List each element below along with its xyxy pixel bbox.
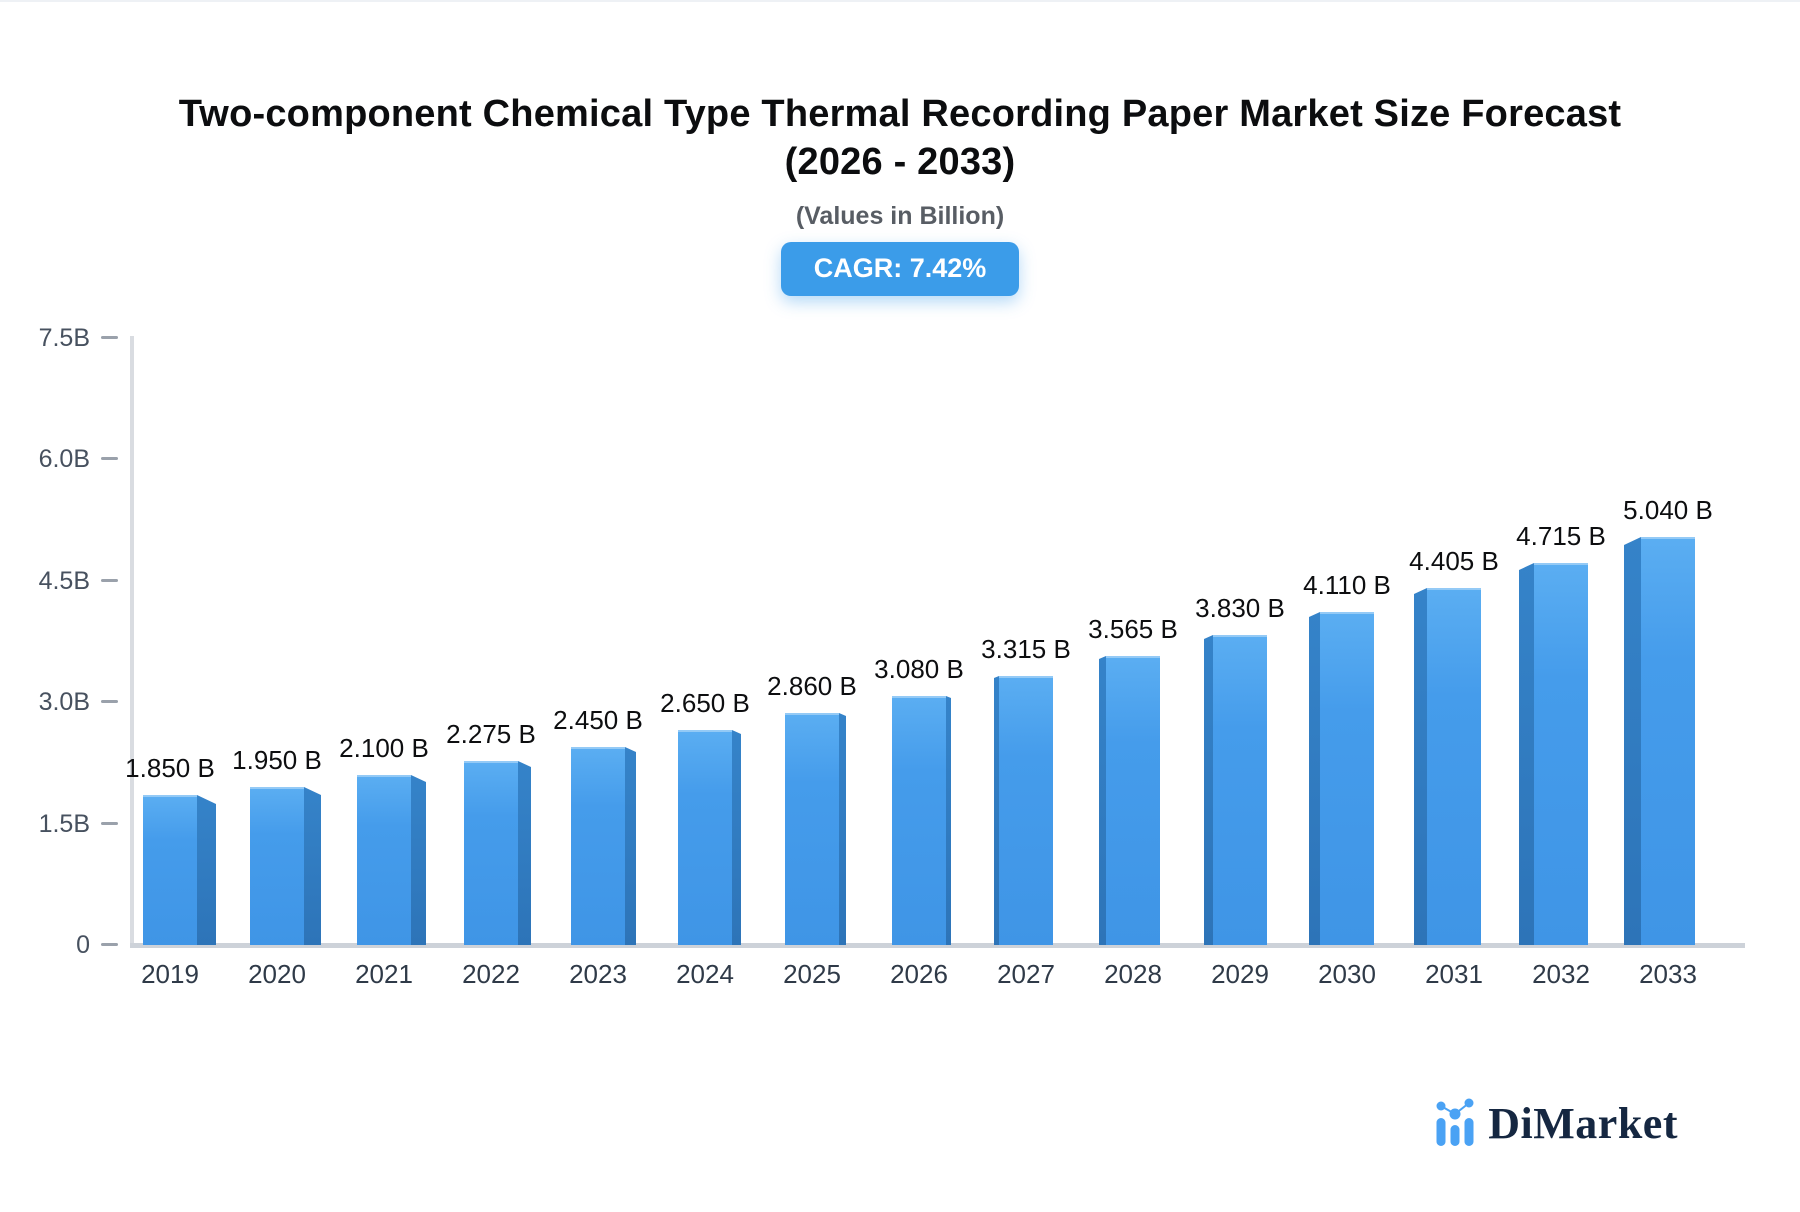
bar-side-face bbox=[197, 795, 216, 945]
bar-front-face bbox=[1320, 612, 1374, 945]
bar-value-label: 1.850 B bbox=[125, 753, 215, 783]
bar-side-face bbox=[518, 761, 531, 945]
chart-title-line1: Two-component Chemical Type Thermal Reco… bbox=[178, 93, 1622, 135]
bar-value-label: 3.565 B bbox=[1088, 614, 1178, 644]
bar-value-label: 2.275 B bbox=[446, 719, 536, 749]
bar-front-face bbox=[1213, 635, 1267, 945]
chart-header: Two-component Chemical Type Thermal Reco… bbox=[0, 90, 1800, 296]
y-tick-dash bbox=[101, 578, 118, 582]
y-tick-label: 1.5B bbox=[38, 809, 90, 838]
bar-side-face bbox=[304, 787, 321, 945]
bar-value-label: 3.080 B bbox=[874, 654, 964, 684]
y-tick-dash bbox=[101, 943, 118, 946]
dimarket-logo-text: DiMarket bbox=[1488, 1099, 1678, 1148]
x-axis-label-2028: 2028 bbox=[1104, 959, 1162, 989]
bar-side-face bbox=[1204, 635, 1213, 945]
bar-value-label: 2.860 B bbox=[767, 671, 857, 701]
x-axis-label-2021: 2021 bbox=[355, 959, 413, 989]
x-axis-label-2029: 2029 bbox=[1211, 959, 1269, 989]
bar-front-face bbox=[571, 747, 625, 945]
bar-front-face bbox=[357, 775, 411, 945]
bar-front-face bbox=[1534, 563, 1588, 945]
chart-subtitle: (Values in Billion) bbox=[795, 202, 1005, 230]
x-axis-label-2030: 2030 bbox=[1318, 959, 1376, 989]
bar-side-face bbox=[1414, 588, 1427, 945]
bar-front-face bbox=[1427, 588, 1481, 945]
bar-front-face bbox=[1106, 656, 1160, 945]
x-axis-label-2023: 2023 bbox=[569, 959, 627, 989]
x-axis-label-2031: 2031 bbox=[1425, 959, 1483, 989]
chart-title-line2: (2026 - 2033) bbox=[784, 141, 1016, 183]
bar-side-face bbox=[411, 775, 426, 945]
bar-value-label: 3.830 B bbox=[1195, 593, 1285, 623]
bar-front-face bbox=[464, 761, 518, 945]
bar-front-face bbox=[785, 713, 839, 945]
y-tick-label: 3.0B bbox=[38, 688, 90, 716]
bar-value-label: 5.040 B bbox=[1623, 495, 1713, 525]
y-tick-dash bbox=[101, 457, 118, 460]
x-axis-label-2025: 2025 bbox=[783, 959, 841, 989]
x-axis-label-2022: 2022 bbox=[462, 959, 520, 989]
cagr-badge: CAGR: 7.42% bbox=[780, 242, 1020, 296]
x-axis-label-2026: 2026 bbox=[890, 959, 948, 989]
bar-front-face bbox=[678, 730, 732, 945]
x-axis-label-2020: 2020 bbox=[248, 959, 306, 989]
x-axis-label-2024: 2024 bbox=[676, 959, 734, 989]
dimarket-logo-icon bbox=[1436, 1098, 1474, 1146]
bar-side-face bbox=[1309, 612, 1320, 945]
bar-front-face bbox=[143, 795, 197, 945]
bar-front-face bbox=[1641, 537, 1695, 945]
x-axis-label-2032: 2032 bbox=[1532, 959, 1590, 989]
bar-side-face bbox=[994, 676, 999, 945]
y-tick-dash bbox=[101, 700, 118, 703]
x-axis-label-2027: 2027 bbox=[997, 959, 1055, 989]
y-tick-label: 4.5B bbox=[38, 566, 90, 595]
bar-side-face bbox=[946, 696, 951, 945]
x-axis-label-2019: 2019 bbox=[141, 959, 199, 989]
bar-side-face bbox=[1624, 537, 1641, 945]
bar-side-face bbox=[625, 747, 636, 945]
y-tick-dash bbox=[101, 335, 118, 339]
y-tick-label: 6.0B bbox=[38, 445, 90, 473]
bar-side-face bbox=[1099, 656, 1106, 945]
bar-side-face bbox=[1519, 563, 1534, 945]
bar-value-label: 3.315 B bbox=[981, 634, 1071, 664]
dimarket-logo: DiMarket bbox=[1434, 1094, 1678, 1146]
bar-value-label: 4.110 B bbox=[1303, 570, 1391, 600]
bar-value-label: 2.650 B bbox=[660, 688, 750, 718]
y-tick-label: 7.5B bbox=[38, 323, 90, 352]
bar-side-face bbox=[839, 713, 846, 945]
bar-side-face bbox=[732, 730, 741, 945]
bar-value-label: 1.950 B bbox=[232, 745, 322, 775]
bar-front-face bbox=[892, 696, 946, 945]
y-tick-dash bbox=[101, 821, 118, 825]
bar-value-label: 2.100 B bbox=[339, 733, 429, 763]
x-axis-label-2033: 2033 bbox=[1639, 959, 1697, 989]
x-axis-baseline bbox=[130, 943, 1745, 948]
y-tick-label: 0 bbox=[76, 931, 90, 959]
bar-front-face bbox=[999, 676, 1053, 945]
bar-value-label: 2.450 B bbox=[553, 705, 643, 735]
y-axis-line bbox=[130, 336, 134, 945]
bar-front-face bbox=[250, 787, 304, 945]
